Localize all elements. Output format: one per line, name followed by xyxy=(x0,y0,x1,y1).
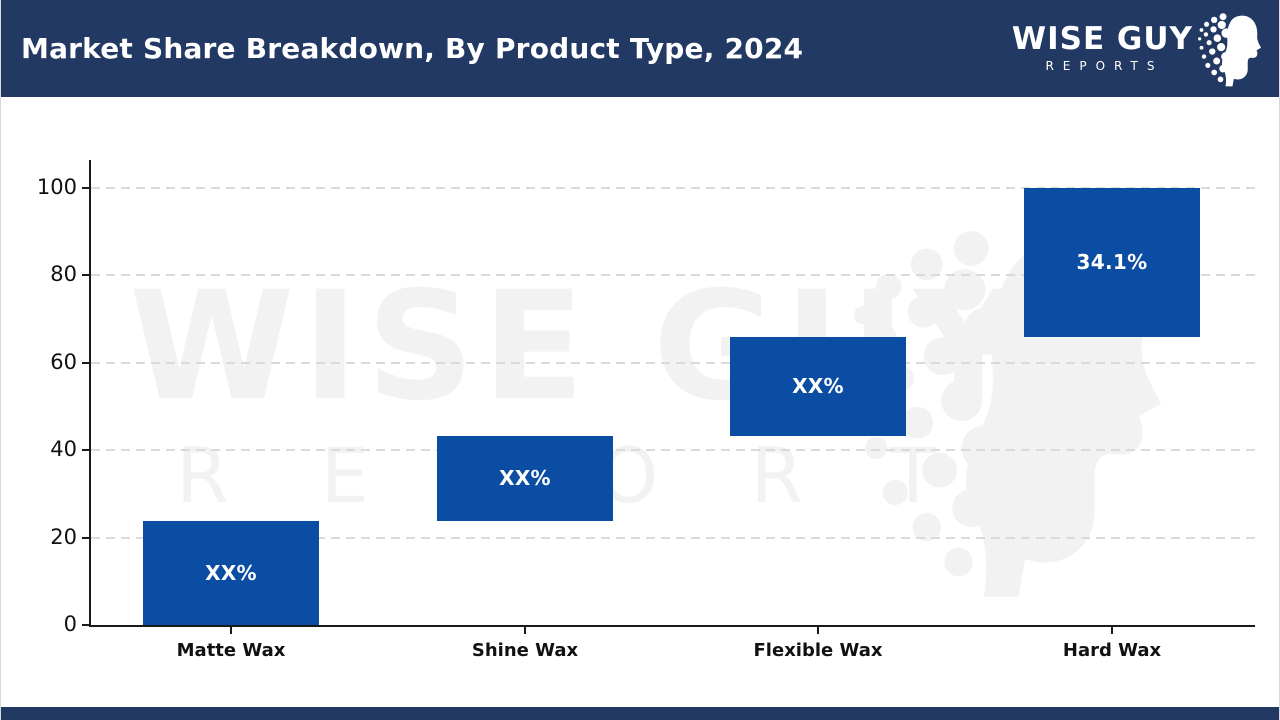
x-tick-mark xyxy=(230,627,232,634)
logo-face-icon xyxy=(1198,12,1262,86)
gridline xyxy=(91,536,1257,539)
x-category-label: Flexible Wax xyxy=(753,640,883,661)
x-category-label: Hard Wax xyxy=(1062,640,1162,661)
y-tick-mark xyxy=(82,274,90,276)
y-tick-label: 60 xyxy=(50,349,77,374)
bar-value-label: XX% xyxy=(499,466,551,491)
x-category-label: Shine Wax xyxy=(471,640,579,661)
gridline xyxy=(91,186,1257,189)
x-axis-line xyxy=(89,625,1255,627)
y-tick-label: 80 xyxy=(50,262,77,286)
y-axis-line xyxy=(89,160,91,627)
footer-bar xyxy=(1,707,1279,720)
y-tick-mark xyxy=(82,536,90,539)
bar-value-label: XX% xyxy=(205,560,257,585)
logo-wordmark: WISE GUY xyxy=(1011,21,1193,57)
gridline xyxy=(91,274,1257,276)
bar-value-label: 34.1% xyxy=(1076,250,1148,275)
gridline xyxy=(91,449,1257,451)
y-tick-label: 40 xyxy=(50,437,77,461)
y-tick-label: 0 xyxy=(63,612,77,636)
bar-matte-wax: XX% xyxy=(143,520,319,625)
x-tick-mark xyxy=(1111,627,1113,634)
x-tick-mark xyxy=(524,627,526,634)
y-tick-mark xyxy=(82,186,90,189)
bar-value-label: XX% xyxy=(792,374,844,399)
chart-title: Market Share Breakdown, By Product Type,… xyxy=(21,32,804,65)
y-tick-label: 100 xyxy=(36,174,77,199)
gridline xyxy=(91,361,1257,364)
brand-logo-text: WISE GUY REPORTS xyxy=(1011,21,1193,74)
y-tick-mark xyxy=(82,449,90,451)
bar-hard-wax: 34.1% xyxy=(1024,187,1200,337)
brand-logo: WISE GUY REPORTS xyxy=(1012,11,1265,87)
x-tick-mark xyxy=(817,627,819,634)
y-tick-mark xyxy=(82,361,90,364)
y-tick-mark xyxy=(82,624,90,626)
header-bar: Market Share Breakdown, By Product Type,… xyxy=(1,0,1279,97)
bar-flexible-wax: XX% xyxy=(730,336,906,436)
x-category-label: Matte Wax xyxy=(176,640,286,661)
logo-subtext: REPORTS xyxy=(1045,59,1164,73)
bar-shine-wax: XX% xyxy=(437,436,613,521)
y-tick-label: 20 xyxy=(50,524,77,549)
